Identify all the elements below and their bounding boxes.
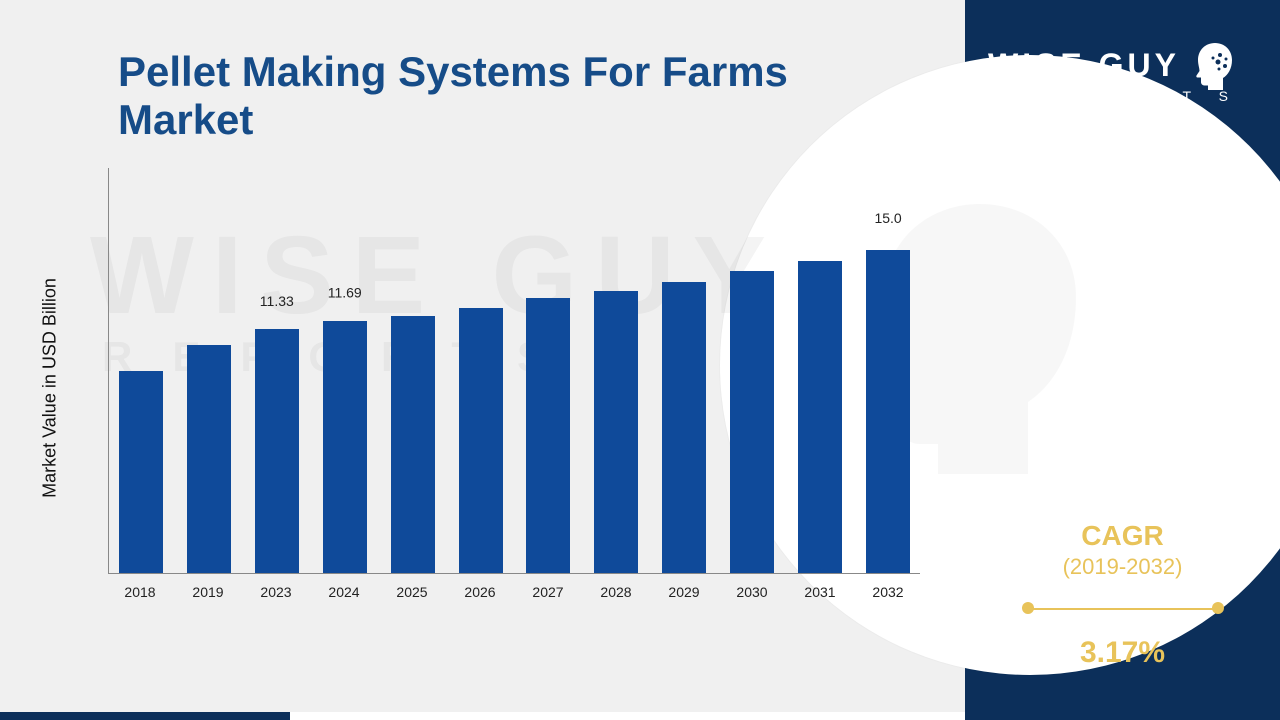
bar-value-label: 11.69 <box>328 285 362 305</box>
bar-2031 <box>796 168 844 573</box>
bar-rect <box>866 250 910 573</box>
bottom-accent-bar <box>0 712 290 720</box>
bar-rect <box>662 282 706 573</box>
bar-2026 <box>457 168 505 573</box>
bars-container: 11.33 11.69 15.0 <box>109 168 920 573</box>
bar-rect <box>526 298 570 573</box>
bar-2024: 11.69 <box>321 168 369 573</box>
x-tick-label: 2031 <box>796 578 844 608</box>
x-tick-label: 2029 <box>660 578 708 608</box>
logo-text-main: WISE GUY <box>988 47 1180 84</box>
bar-rect <box>459 308 503 573</box>
bar-2030 <box>728 168 776 573</box>
bar-rect <box>255 329 299 573</box>
y-axis-label: Market Value in USD Billion <box>40 278 61 498</box>
bar-rect <box>391 316 435 573</box>
x-tick-label: 2028 <box>592 578 640 608</box>
logo-head-icon <box>1190 40 1240 90</box>
bar-2029 <box>660 168 708 573</box>
x-tick-label: 2023 <box>252 578 300 608</box>
x-tick-label: 2026 <box>456 578 504 608</box>
bar-2023: 11.33 <box>253 168 301 573</box>
bar-rect <box>798 261 842 573</box>
cagr-panel: CAGR (2019-2032) 3.17% <box>1005 520 1240 670</box>
brand-logo: WISE GUY R E P O R T S <box>988 40 1240 104</box>
bar-2025 <box>389 168 437 573</box>
bar-2027 <box>525 168 573 573</box>
bar-rect <box>323 321 367 573</box>
cagr-range: (2019-2032) <box>1005 554 1240 580</box>
x-tick-label: 2024 <box>320 578 368 608</box>
logo-text-sub: R E P O R T S <box>988 88 1240 104</box>
bar-rect <box>187 345 231 573</box>
bar-2028 <box>592 168 640 573</box>
x-tick-label: 2027 <box>524 578 572 608</box>
bar-value-label: 15.0 <box>874 210 901 230</box>
cagr-title: CAGR <box>1005 520 1240 552</box>
x-tick-label: 2025 <box>388 578 436 608</box>
x-tick-label: 2030 <box>728 578 776 608</box>
x-tick-label: 2032 <box>864 578 912 608</box>
chart-title: Pellet Making Systems For Farms Market <box>118 48 838 145</box>
bar-rect <box>730 271 774 573</box>
cagr-value: 3.17% <box>1005 636 1240 670</box>
bar-2018 <box>117 168 165 573</box>
bar-chart: Market Value in USD Billion 11.3311.6915… <box>60 168 920 608</box>
bar-value-label: 11.33 <box>260 293 294 313</box>
x-axis-labels: 2018 2019 2023 2024 2025 2026 2027 2028 2029 2030… <box>108 578 920 608</box>
cagr-divider <box>1028 596 1218 620</box>
plot-area: 11.33 11.69 15.0 <box>108 168 920 574</box>
bar-2032: 15.0 <box>864 168 912 573</box>
bar-2019 <box>185 168 233 573</box>
x-tick-label: 2018 <box>116 578 164 608</box>
bar-rect <box>594 291 638 573</box>
bar-rect <box>119 371 163 574</box>
x-tick-label: 2019 <box>184 578 232 608</box>
canvas: WISE GUYREPORTS Pellet Making Systems Fo… <box>0 0 1280 720</box>
